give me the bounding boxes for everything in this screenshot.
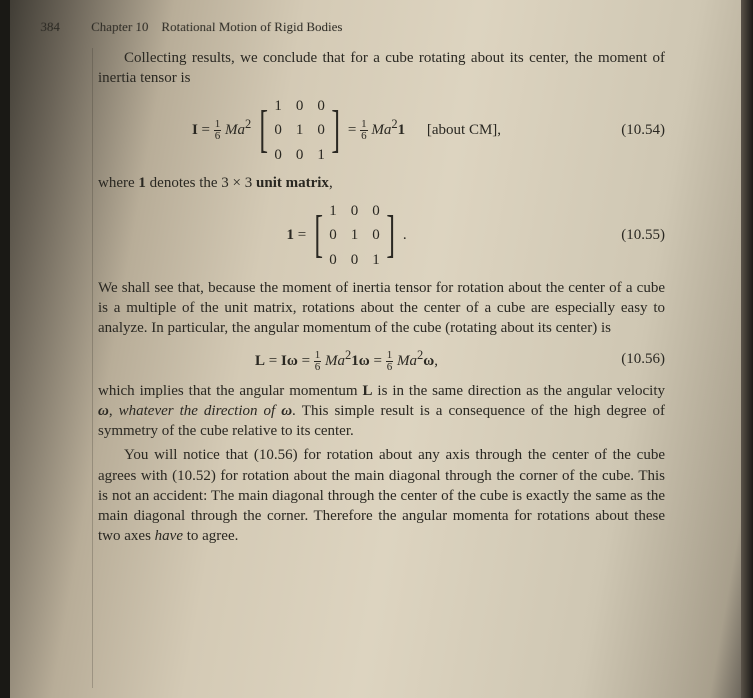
eq-text: = Iω =: [269, 353, 314, 369]
page-number: 384: [40, 18, 60, 35]
fraction-1-6: 16: [214, 119, 222, 142]
n01: 0: [351, 201, 359, 221]
p4-b: is in the same direction as the angular …: [372, 383, 665, 399]
identity-matrix-2: [ 100 010 001 ]: [310, 201, 399, 270]
p4-ital: whatever the direction of: [119, 403, 282, 419]
m20: 0: [274, 145, 282, 165]
equation-body-2: 1 = [ 100 010 001 ] .: [98, 201, 595, 270]
m12: 0: [317, 120, 325, 140]
p4-a: which implies that the angular momentum: [98, 383, 362, 399]
equation-10-54: I = 16 Ma2 [ 100 010 001 ] = 16 Ma21 [ab…: [98, 96, 665, 165]
period: .: [403, 227, 407, 243]
equation-10-55: 1 = [ 100 010 001 ] . (10.55): [98, 201, 665, 270]
omega-2: ω: [423, 353, 434, 369]
p5-have: have: [155, 528, 183, 544]
p2-a: where: [98, 175, 138, 191]
n02: 0: [372, 201, 380, 221]
fraction-1-6-d: 16: [386, 350, 394, 373]
paragraph-1: Collecting results, we conclude that for…: [98, 48, 665, 89]
equals-2: =: [348, 122, 360, 138]
tensor-I: I: [192, 122, 198, 138]
equation-number-3: (10.56): [595, 349, 665, 369]
equation-10-56: L = Iω = 16 Ma21ω = 16 Ma2ω, (10.56): [98, 347, 665, 373]
Ma: Ma: [225, 122, 245, 138]
Ma-b: Ma: [371, 122, 391, 138]
equation-number: (10.54): [595, 120, 665, 140]
paragraph-5: You will notice that (10.56) for rotatio…: [98, 445, 665, 546]
m10: 0: [274, 120, 282, 140]
p2-unit-one: 1: [138, 175, 146, 191]
m21: 0: [296, 145, 304, 165]
p4-omega: ω: [98, 403, 109, 419]
m02: 0: [317, 96, 325, 116]
fraction-1-6-c: 16: [314, 350, 322, 373]
paragraph-2: where 1 denotes the 3 × 3 unit matrix,: [98, 173, 665, 193]
about-cm-label: [about CM],: [427, 120, 501, 140]
equation-body-3: L = Iω = 16 Ma21ω = 16 Ma2ω,: [98, 347, 595, 373]
p2-b: denotes the 3 × 3: [146, 175, 256, 191]
n22: 1: [372, 250, 380, 270]
unit-1: 1: [398, 122, 406, 138]
chapter-title: Rotational Motion of Rigid Bodies: [161, 19, 342, 34]
unit-lhs: 1: [286, 227, 294, 243]
n11: 1: [351, 225, 359, 245]
equation-body: I = 16 Ma2 [ 100 010 001 ] = 16 Ma21 [ab…: [98, 96, 595, 165]
Ma-c: Ma: [325, 353, 345, 369]
n20: 0: [329, 250, 337, 270]
omega-1: ω: [359, 353, 370, 369]
chapter-label: Chapter 10 Rotational Motion of Rigid Bo…: [91, 18, 343, 35]
Ma-d: Ma: [397, 353, 417, 369]
equals-3: =: [298, 227, 310, 243]
identity-matrix: [ 100 010 001 ]: [255, 96, 344, 165]
p2-c: ,: [329, 175, 333, 191]
equation-number-2: (10.55): [595, 225, 665, 245]
n12: 0: [372, 225, 380, 245]
p4-L: L: [362, 383, 372, 399]
squared: 2: [245, 117, 251, 131]
n21: 0: [351, 250, 359, 270]
chapter-number: Chapter 10: [91, 19, 149, 34]
m22: 1: [317, 145, 325, 165]
running-header: 384 Chapter 10 Rotational Motion of Rigi…: [40, 18, 665, 35]
n10: 0: [329, 225, 337, 245]
paragraph-4: which implies that the angular momentum …: [98, 381, 665, 442]
fraction-1-6-b: 16: [360, 119, 368, 142]
eq-text-2: =: [374, 353, 386, 369]
textbook-page: 384 Chapter 10 Rotational Motion of Rigi…: [20, 0, 720, 571]
m01: 0: [296, 96, 304, 116]
equals: =: [202, 122, 214, 138]
paragraph-3: We shall see that, because the moment of…: [98, 278, 665, 339]
comma: ,: [434, 353, 438, 369]
L-eq: L: [255, 353, 265, 369]
p4-c: ,: [109, 403, 119, 419]
margin-rule: [92, 48, 93, 688]
p2-unit-matrix: unit matrix: [256, 175, 329, 191]
p5-b: to agree.: [183, 528, 238, 544]
unit-1-c: 1: [351, 353, 359, 369]
p4-omega2: ω: [281, 403, 292, 419]
m00: 1: [274, 96, 282, 116]
n00: 1: [329, 201, 337, 221]
m11: 1: [296, 120, 304, 140]
